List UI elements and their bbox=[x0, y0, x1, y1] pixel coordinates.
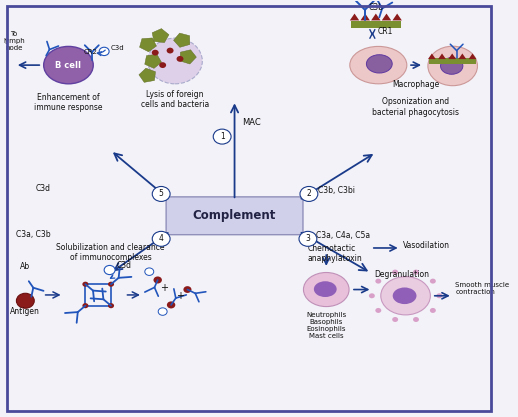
Text: Complement: Complement bbox=[193, 209, 276, 222]
Text: +: + bbox=[160, 283, 168, 293]
Circle shape bbox=[152, 50, 159, 55]
Text: CR2: CR2 bbox=[83, 49, 97, 55]
Circle shape bbox=[145, 268, 154, 275]
Circle shape bbox=[152, 231, 170, 246]
Text: 4: 4 bbox=[159, 234, 164, 244]
Ellipse shape bbox=[304, 272, 349, 306]
Text: Opsonization and
bacterial phagocytosis: Opsonization and bacterial phagocytosis bbox=[372, 97, 459, 116]
Text: Neutrophils
Basophils
Eosinophils
Mast cells: Neutrophils Basophils Eosinophils Mast c… bbox=[306, 312, 347, 339]
Text: C3a, C3b: C3a, C3b bbox=[17, 230, 51, 239]
Circle shape bbox=[430, 308, 436, 313]
Text: B cell: B cell bbox=[55, 60, 81, 70]
Text: Degranulation: Degranulation bbox=[375, 270, 429, 279]
Circle shape bbox=[376, 279, 381, 284]
FancyArrowPatch shape bbox=[97, 50, 105, 55]
Text: 1: 1 bbox=[220, 132, 224, 141]
Circle shape bbox=[392, 317, 398, 322]
Circle shape bbox=[376, 308, 381, 313]
Circle shape bbox=[167, 48, 174, 53]
Circle shape bbox=[213, 129, 231, 144]
Text: Chemotactic
anaphylatoxin: Chemotactic anaphylatoxin bbox=[308, 244, 363, 263]
Circle shape bbox=[153, 276, 162, 284]
Ellipse shape bbox=[350, 46, 407, 84]
Text: 5: 5 bbox=[159, 189, 164, 198]
FancyBboxPatch shape bbox=[429, 58, 477, 64]
Circle shape bbox=[148, 38, 203, 84]
Circle shape bbox=[183, 286, 192, 293]
Circle shape bbox=[177, 56, 183, 62]
Circle shape bbox=[392, 269, 398, 274]
Circle shape bbox=[108, 281, 114, 287]
Circle shape bbox=[436, 293, 442, 298]
Circle shape bbox=[17, 293, 34, 308]
Ellipse shape bbox=[44, 46, 93, 84]
Circle shape bbox=[369, 293, 375, 298]
Text: CR1: CR1 bbox=[377, 27, 393, 36]
Text: Solubilization and clearance
of immunocomplexes: Solubilization and clearance of immunoco… bbox=[56, 243, 165, 262]
Text: C3d: C3d bbox=[36, 184, 51, 193]
Circle shape bbox=[167, 301, 175, 309]
Circle shape bbox=[159, 62, 166, 68]
FancyBboxPatch shape bbox=[166, 197, 303, 235]
Circle shape bbox=[152, 186, 170, 201]
Circle shape bbox=[82, 303, 89, 308]
Text: To
lymph
node: To lymph node bbox=[3, 31, 25, 51]
Text: C3b, C3bi: C3b, C3bi bbox=[318, 186, 355, 195]
Text: 3: 3 bbox=[306, 234, 310, 244]
Circle shape bbox=[99, 47, 109, 55]
Text: Vasodilation: Vasodilation bbox=[403, 241, 450, 250]
Ellipse shape bbox=[393, 287, 416, 304]
Text: C3d: C3d bbox=[111, 45, 124, 51]
Text: Smooth muscle
contraction: Smooth muscle contraction bbox=[455, 282, 509, 295]
Ellipse shape bbox=[428, 46, 478, 85]
Text: Lysis of foreign
cells and bacteria: Lysis of foreign cells and bacteria bbox=[141, 90, 209, 109]
Text: MAC: MAC bbox=[242, 118, 261, 127]
Text: C3b: C3b bbox=[368, 3, 383, 12]
Text: Antigen: Antigen bbox=[10, 306, 40, 316]
FancyArrowPatch shape bbox=[110, 275, 115, 278]
Circle shape bbox=[104, 266, 115, 274]
Circle shape bbox=[299, 231, 317, 246]
Text: 2: 2 bbox=[307, 189, 311, 198]
Text: Ab: Ab bbox=[20, 262, 31, 271]
Circle shape bbox=[413, 269, 419, 274]
Text: Enhancement of
immune response: Enhancement of immune response bbox=[34, 93, 103, 112]
Ellipse shape bbox=[381, 276, 430, 315]
Ellipse shape bbox=[314, 281, 337, 297]
Circle shape bbox=[158, 308, 167, 315]
Text: Macrophage: Macrophage bbox=[392, 80, 439, 89]
Circle shape bbox=[430, 279, 436, 284]
Text: C3a, C4a, C5a: C3a, C4a, C5a bbox=[316, 231, 370, 240]
Circle shape bbox=[300, 186, 318, 201]
Ellipse shape bbox=[366, 55, 392, 73]
Circle shape bbox=[413, 317, 419, 322]
Circle shape bbox=[82, 281, 89, 287]
Text: +: + bbox=[176, 291, 184, 301]
Circle shape bbox=[108, 303, 114, 308]
Ellipse shape bbox=[440, 58, 463, 74]
Text: C3d: C3d bbox=[117, 261, 132, 270]
FancyBboxPatch shape bbox=[351, 21, 400, 28]
